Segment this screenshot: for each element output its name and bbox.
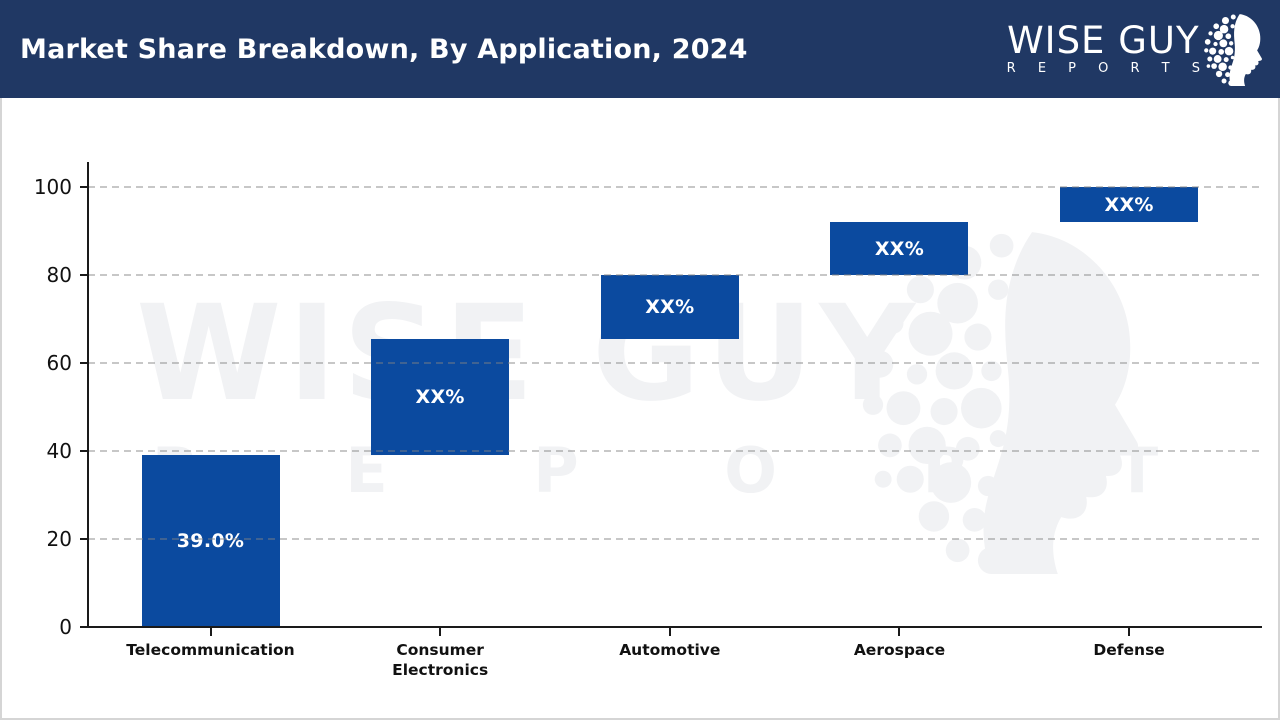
page-title: Market Share Breakdown, By Application, …	[20, 33, 748, 65]
y-gridline-20	[88, 538, 1262, 540]
y-tick-label-80: 80	[46, 263, 72, 287]
y-tick-40	[80, 450, 88, 452]
x-tick-automotive	[668, 628, 671, 636]
x-tick-consumer-electronics	[439, 628, 442, 636]
logo-text: WISE GUY R E P O R T S	[1007, 18, 1200, 77]
y-axis	[87, 162, 89, 628]
bar-automotive: XX%	[600, 275, 739, 339]
x-category-label-automotive: Automotive	[619, 641, 721, 659]
logo-head-icon	[1204, 14, 1262, 86]
y-tick-label-60: 60	[46, 351, 72, 375]
page-border-bottom	[0, 718, 1280, 720]
bar-defense: XX%	[1060, 187, 1199, 223]
page-border-left	[0, 98, 2, 720]
bar-value-label-automotive: XX%	[645, 295, 695, 318]
x-tick-aerospace	[898, 628, 901, 636]
y-gridline-100	[88, 186, 1262, 188]
bar-value-label-telecommunication: 39.0%	[176, 530, 245, 553]
y-gridline-60	[88, 362, 1262, 364]
header: Market Share Breakdown, By Application, …	[0, 0, 1280, 98]
page-border-right	[1278, 98, 1280, 720]
y-tick-0	[80, 626, 88, 628]
y-tick-100	[80, 186, 88, 188]
logo-wordmark: WISE GUY	[1007, 18, 1200, 62]
bar-value-label-defense: XX%	[1104, 193, 1154, 216]
x-axis	[87, 626, 1262, 628]
x-category-label-telecommunication: Telecommunication	[126, 641, 295, 659]
bar-value-label-consumer-electronics: XX%	[415, 386, 465, 409]
y-tick-label-100: 100	[33, 175, 72, 199]
x-category-label-consumer-electronics: Consumer Electronics	[392, 641, 489, 680]
y-tick-label-20: 20	[46, 527, 72, 551]
bar-consumer-electronics: XX%	[371, 338, 510, 456]
y-gridline-80	[88, 274, 1262, 276]
bar-aerospace: XX%	[830, 222, 969, 275]
bar-value-label-aerospace: XX%	[874, 237, 925, 260]
x-tick-telecommunication	[209, 628, 212, 636]
y-tick-20	[80, 538, 88, 540]
y-tick-label-40: 40	[46, 439, 72, 463]
x-category-label-defense: Defense	[1093, 641, 1165, 659]
y-tick-60	[80, 362, 88, 364]
x-category-label-aerospace: Aerospace	[853, 641, 946, 659]
y-tick-80	[80, 274, 88, 276]
wiseguy-logo: WISE GUY R E P O R T S	[1007, 4, 1266, 94]
y-tick-label-0: 0	[59, 615, 72, 639]
bar-telecommunication: 39.0%	[141, 455, 280, 627]
x-tick-defense	[1128, 628, 1131, 636]
y-gridline-40	[88, 450, 1262, 452]
logo-subtext: R E P O R T S	[1006, 61, 1209, 77]
